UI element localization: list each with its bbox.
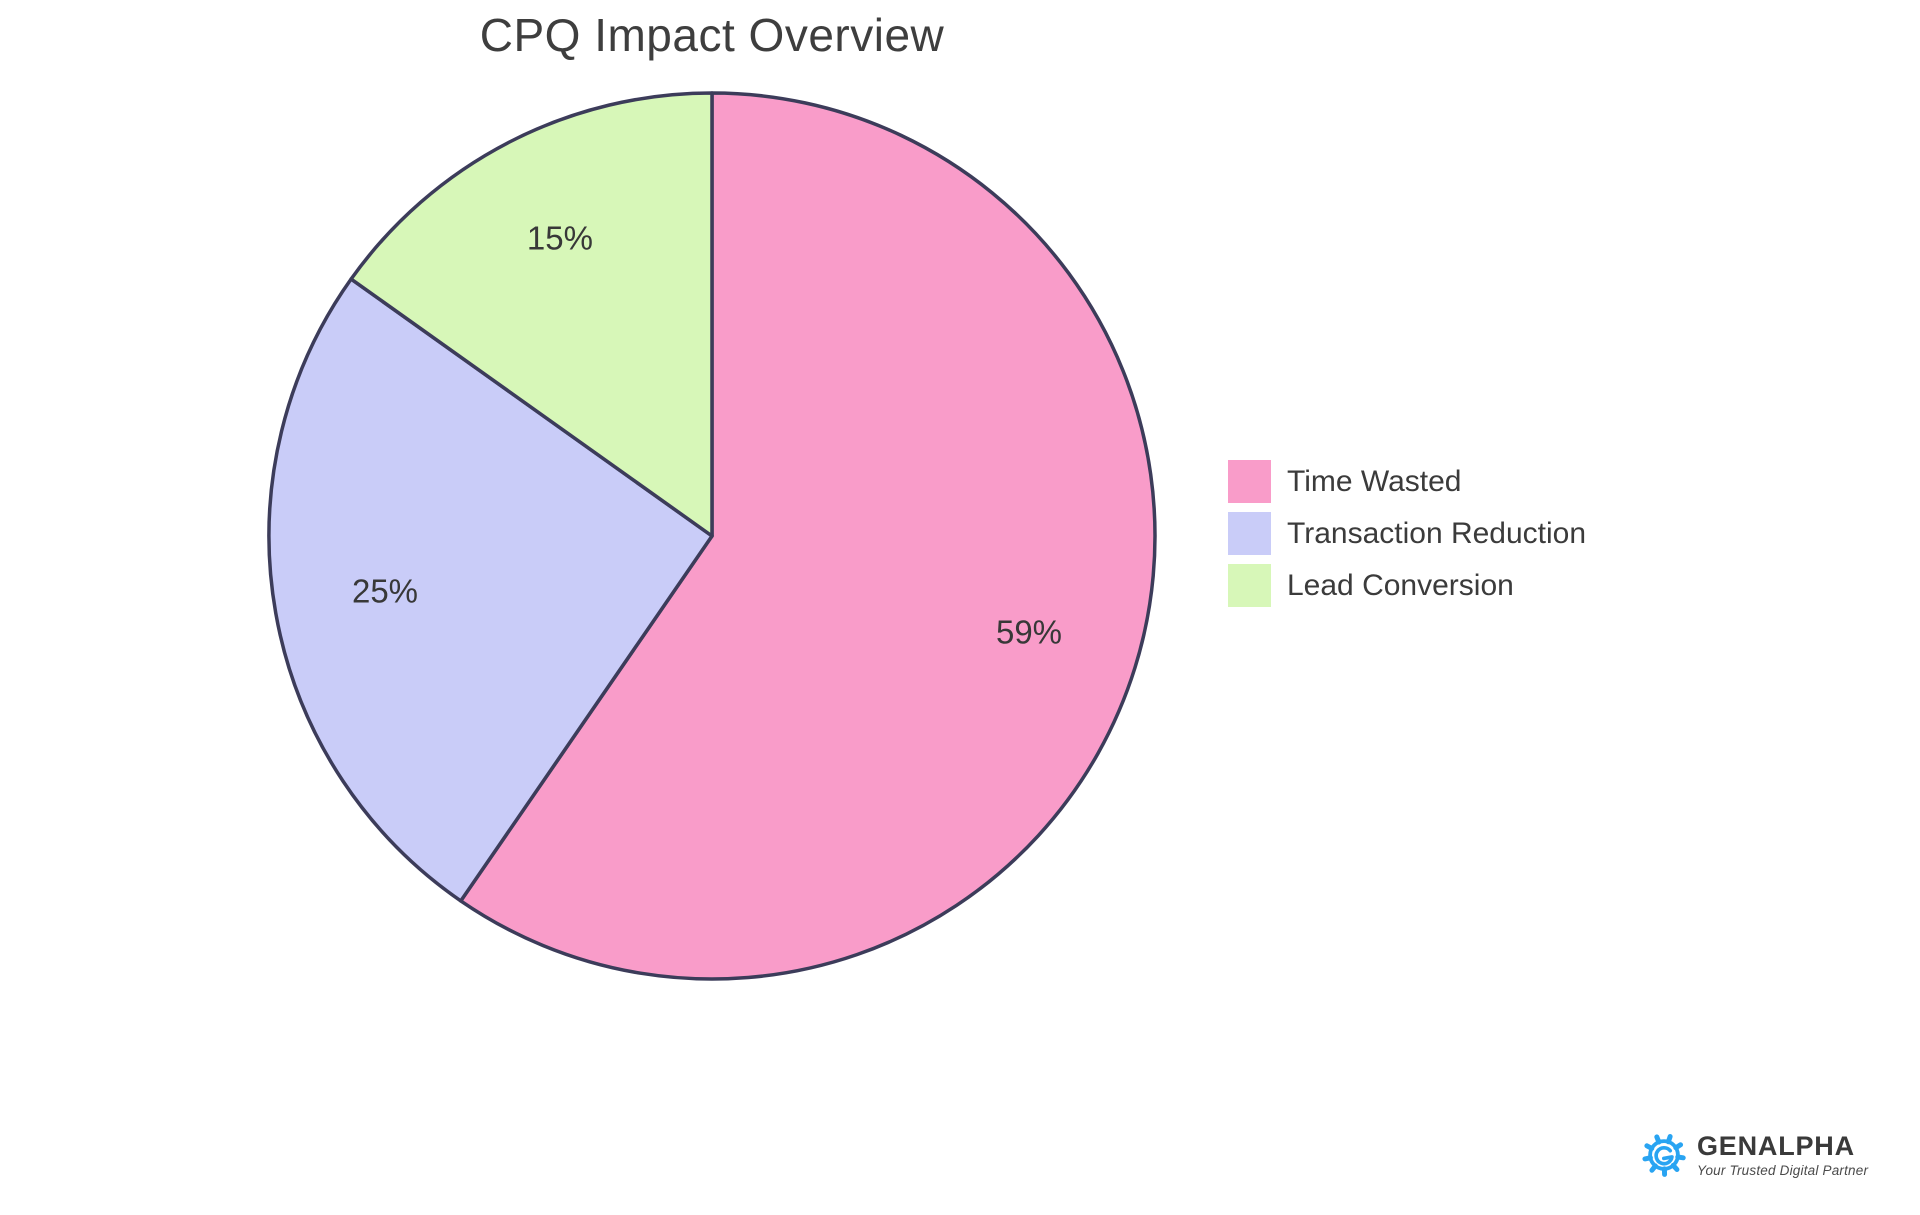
legend-label: Time Wasted	[1287, 464, 1462, 498]
legend: Time Wasted Transaction Reduction Lead C…	[1228, 460, 1586, 607]
legend-item-time-wasted: Time Wasted	[1228, 460, 1586, 503]
pie-slice-percent-label: 59%	[996, 613, 1062, 650]
legend-swatch-time-wasted	[1228, 460, 1271, 503]
genalpha-gear-icon	[1642, 1134, 1686, 1177]
legend-swatch-lead-conversion	[1228, 564, 1271, 607]
brand-text: GENALPHA Your Trusted Digital Partner	[1697, 1130, 1869, 1179]
legend-item-transaction-reduction: Transaction Reduction	[1228, 512, 1586, 555]
pie-slice-percent-label: 15%	[527, 220, 593, 257]
legend-item-lead-conversion: Lead Conversion	[1228, 564, 1586, 607]
brand-watermark: GENALPHA Your Trusted Digital Partner	[1641, 1131, 1868, 1179]
pie-slice-lead-conversion	[349, 91, 714, 538]
pie-slice-time-wasted	[459, 91, 1157, 981]
pie-slice-percent-label: 25%	[352, 572, 418, 609]
chart-title: CPQ Impact Overview	[479, 9, 945, 61]
legend-label: Lead Conversion	[1287, 568, 1514, 602]
brand-tagline: Your Trusted Digital Partner	[1697, 1163, 1869, 1179]
legend-label: Transaction Reduction	[1287, 516, 1587, 550]
brand-name: GENALPHA	[1697, 1130, 1855, 1161]
pie-slice-transaction-reduction	[267, 277, 714, 903]
legend-swatch-transaction-reduction	[1228, 512, 1271, 555]
